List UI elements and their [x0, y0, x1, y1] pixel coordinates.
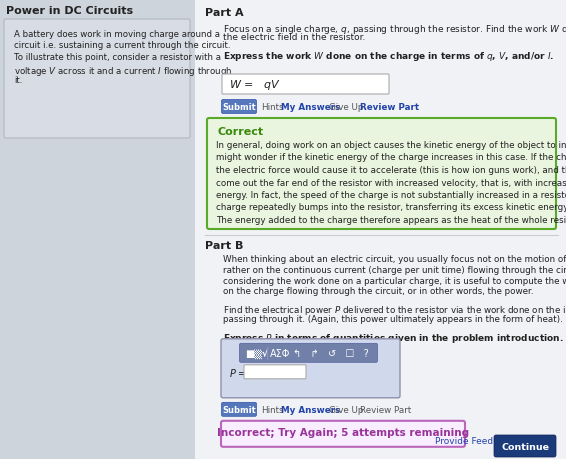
Text: Review Part: Review Part [360, 103, 419, 112]
Text: When thinking about an electric circuit, you usually focus not on the motion of : When thinking about an electric circuit,… [223, 254, 566, 263]
Text: come out the far end of the resistor with increased velocity, that is, with incr: come out the far end of the resistor wit… [216, 178, 566, 187]
FancyBboxPatch shape [221, 100, 256, 114]
Text: on the charge flowing through the circuit, or in other words, the power.: on the charge flowing through the circui… [223, 287, 534, 296]
FancyBboxPatch shape [221, 403, 256, 416]
Text: ■▒√: ■▒√ [245, 347, 268, 358]
FancyBboxPatch shape [244, 365, 306, 379]
Text: Correct: Correct [218, 127, 264, 137]
Text: Incorrect; Try Again; 5 attempts remaining: Incorrect; Try Again; 5 attempts remaini… [217, 427, 469, 437]
Text: Focus on a single charge, $q$, passing through the resistor. Find the work $W$ d: Focus on a single charge, $q$, passing t… [223, 23, 566, 36]
Text: My Answers: My Answers [281, 405, 340, 414]
FancyBboxPatch shape [207, 119, 556, 230]
Text: the electric field in the resistor.: the electric field in the resistor. [223, 34, 366, 42]
FancyBboxPatch shape [221, 421, 465, 447]
Text: it.: it. [14, 76, 23, 85]
Text: $P$ =: $P$ = [229, 366, 247, 378]
FancyBboxPatch shape [494, 435, 556, 457]
Text: ↰   ↱   ↺   ☐   ?: ↰ ↱ ↺ ☐ ? [293, 348, 369, 358]
Text: Part B: Part B [205, 241, 243, 251]
FancyBboxPatch shape [4, 20, 190, 139]
Text: charge repeatedly bumps into the resistor, transferring its excess kinetic energ: charge repeatedly bumps into the resisto… [216, 203, 566, 212]
Text: passing through it. (Again, this power ultimately appears in the form of heat).: passing through it. (Again, this power u… [223, 314, 563, 323]
Text: Review Part: Review Part [360, 405, 411, 414]
Text: Find the electrical power $P$ delivered to the resistor via the work done on the: Find the electrical power $P$ delivered … [223, 303, 566, 317]
Text: voltage $V$ across it and a current $I$ flowing through: voltage $V$ across it and a current $I$ … [14, 64, 233, 77]
Text: Part A: Part A [205, 8, 243, 18]
Text: A battery does work in moving charge around a: A battery does work in moving charge aro… [14, 30, 220, 39]
Text: Provide Feedback: Provide Feedback [435, 436, 514, 445]
Text: To illustrate this point, consider a resistor with a: To illustrate this point, consider a res… [14, 53, 221, 62]
Bar [195, 0, 566, 459]
Text: Hints: Hints [261, 405, 284, 414]
Text: $W$ =   $qV$: $W$ = $qV$ [229, 78, 281, 92]
Text: Submit: Submit [222, 405, 256, 414]
Text: energy. In fact, the speed of the charge is not substantially increased in a res: energy. In fact, the speed of the charge… [216, 190, 566, 200]
Text: might wonder if the kinetic energy of the charge increases in this case. If the : might wonder if the kinetic energy of th… [216, 153, 566, 162]
Text: Express $P$ in terms of quantities given in the problem introduction.: Express $P$ in terms of quantities given… [223, 331, 564, 344]
FancyBboxPatch shape [239, 343, 378, 363]
Text: rather on the continuous current (charge per unit time) flowing through the circ: rather on the continuous current (charge… [223, 265, 566, 274]
Text: The energy added to the charge therefore appears as the heat of the whole resist: The energy added to the charge therefore… [216, 216, 566, 224]
Text: AΣΦ: AΣΦ [270, 348, 290, 358]
Text: considering the work done on a particular charge, it is useful to compute the wo: considering the work done on a particula… [223, 276, 566, 285]
FancyBboxPatch shape [221, 339, 400, 398]
Text: Give Up: Give Up [329, 405, 363, 414]
Text: Hints: Hints [261, 103, 284, 112]
Text: Submit: Submit [222, 103, 256, 112]
Text: the electric force would cause it to accelerate (this is how ion guns work), and: the electric force would cause it to acc… [216, 166, 566, 174]
Text: In general, doing work on an object causes the kinetic energy of the object to i: In general, doing work on an object caus… [216, 141, 566, 150]
Text: Power in DC Circuits: Power in DC Circuits [6, 6, 133, 16]
Text: Continue: Continue [501, 442, 549, 451]
Text: My Answers: My Answers [281, 103, 340, 112]
FancyBboxPatch shape [222, 75, 389, 95]
Text: Express the work $W$ done on the charge in terms of $q$, $V$, and/or $I$.: Express the work $W$ done on the charge … [223, 50, 554, 63]
Text: Give Up: Give Up [329, 103, 363, 112]
Text: circuit i.e. sustaining a current through the circuit.: circuit i.e. sustaining a current throug… [14, 41, 230, 50]
